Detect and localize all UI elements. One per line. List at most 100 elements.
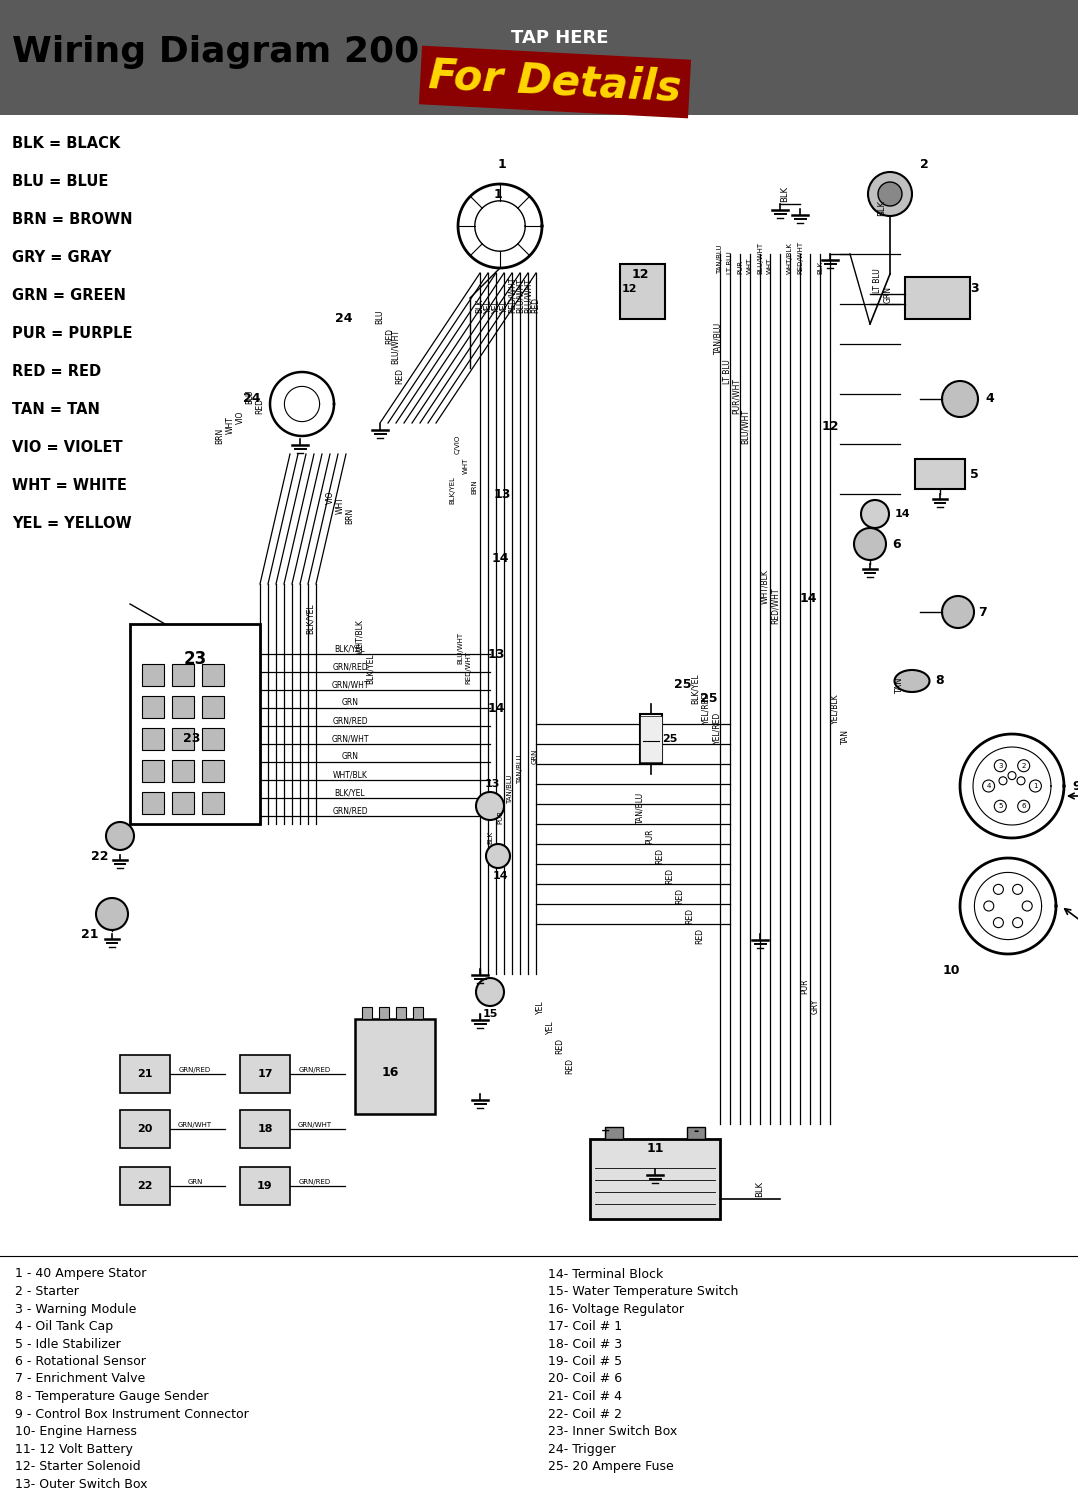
Text: 3: 3 (970, 283, 979, 295)
Text: WHT: WHT (768, 257, 773, 274)
Text: WHT: WHT (747, 257, 754, 274)
Text: BLK: BLK (877, 200, 886, 217)
Text: BRN: BRN (471, 480, 476, 493)
Text: 5 - Idle Stabilizer: 5 - Idle Stabilizer (15, 1337, 121, 1351)
Text: RED: RED (676, 887, 685, 904)
Text: 7 - Enrichment Valve: 7 - Enrichment Valve (15, 1373, 146, 1385)
Text: 2 - Starter: 2 - Starter (15, 1284, 79, 1298)
Text: BLK: BLK (475, 299, 484, 313)
Text: 2: 2 (1022, 763, 1026, 769)
Text: BLU/WHT: BLU/WHT (515, 278, 525, 313)
Text: YEL: YEL (545, 1020, 554, 1035)
Bar (379, 1008, 389, 1020)
Text: 21- Coil # 4: 21- Coil # 4 (548, 1390, 622, 1403)
Text: 18- Coil # 3: 18- Coil # 3 (548, 1337, 622, 1351)
Text: GRN/RED: GRN/RED (332, 662, 368, 671)
Bar (142, 760, 164, 782)
Text: RED/WHT: RED/WHT (465, 651, 471, 684)
Text: TAN: TAN (841, 729, 849, 744)
Bar (142, 793, 164, 814)
Text: RED: RED (386, 328, 395, 344)
Text: 1: 1 (494, 188, 502, 200)
Text: BRN: BRN (346, 508, 355, 523)
Text: 8: 8 (935, 674, 943, 687)
Text: TAN/BLU: TAN/BLU (636, 793, 645, 824)
Text: 16: 16 (382, 1065, 399, 1078)
Text: 1 - 40 Ampere Stator: 1 - 40 Ampere Stator (15, 1268, 147, 1280)
Text: 22: 22 (137, 1181, 153, 1191)
Text: TAN = TAN: TAN = TAN (12, 402, 100, 417)
Text: GRN/RED: GRN/RED (299, 1179, 331, 1185)
Text: 22- Coil # 2: 22- Coil # 2 (548, 1408, 622, 1420)
Bar (640, 716, 662, 763)
Text: RED = RED: RED = RED (12, 364, 101, 379)
Circle shape (942, 596, 975, 629)
Text: 18: 18 (258, 1123, 273, 1134)
Text: 14: 14 (799, 591, 817, 605)
Bar (120, 1110, 170, 1148)
Text: BLK/YEL: BLK/YEL (691, 674, 700, 704)
Bar (172, 663, 194, 686)
Text: BLK: BLK (780, 186, 789, 202)
Text: 20: 20 (137, 1123, 153, 1134)
Circle shape (861, 499, 889, 528)
Bar (0, 1256, 1078, 1504)
Text: 9 - Control Box Instrument Connector: 9 - Control Box Instrument Connector (15, 1408, 249, 1420)
Ellipse shape (895, 669, 929, 692)
Text: YEL: YEL (499, 299, 509, 313)
Text: 14: 14 (895, 508, 911, 519)
Text: 3 - Warning Module: 3 - Warning Module (15, 1302, 137, 1316)
Text: PUR/WHT: PUR/WHT (732, 378, 741, 414)
Text: RED: RED (255, 399, 264, 414)
Circle shape (983, 781, 995, 793)
Text: BLU/WHT: BLU/WHT (457, 632, 462, 663)
Text: 10- Engine Harness: 10- Engine Harness (15, 1424, 137, 1438)
Text: 20- Coil # 6: 20- Coil # 6 (548, 1373, 622, 1385)
Text: BLU/WHT: BLU/WHT (741, 409, 749, 444)
Text: WHT: WHT (335, 496, 345, 514)
Text: BLK/YEL: BLK/YEL (450, 475, 455, 504)
Bar (590, 1139, 720, 1220)
Circle shape (1017, 776, 1025, 785)
Text: TAP HERE: TAP HERE (511, 29, 609, 47)
Circle shape (476, 793, 505, 820)
Text: GRN/RED: GRN/RED (332, 716, 368, 725)
Bar (355, 1020, 436, 1114)
Text: RED: RED (665, 868, 675, 884)
Bar (172, 760, 194, 782)
Circle shape (1022, 901, 1033, 911)
Bar (915, 459, 965, 489)
Text: TAN/BLU: TAN/BLU (714, 322, 722, 353)
Text: BLK/YEL: BLK/YEL (305, 603, 315, 635)
Text: PUR = PURPLE: PUR = PURPLE (12, 325, 133, 340)
Text: 21: 21 (81, 928, 99, 940)
Circle shape (994, 884, 1004, 895)
Text: WHT/BLK: WHT/BLK (760, 569, 770, 605)
Text: BLU/WHT: BLU/WHT (524, 278, 533, 313)
Text: YEL/RED: YEL/RED (713, 711, 721, 744)
Text: 19- Coil # 5: 19- Coil # 5 (548, 1355, 622, 1369)
Text: WHT = WHITE: WHT = WHITE (12, 477, 127, 492)
Text: RED: RED (695, 928, 705, 945)
Bar (142, 728, 164, 750)
Text: 13: 13 (484, 779, 500, 790)
Text: TAN/BLU: TAN/BLU (507, 775, 513, 805)
Text: Wiring Diagram 200: Wiring Diagram 200 (12, 35, 419, 69)
Text: 14- Terminal Block: 14- Terminal Block (548, 1268, 663, 1280)
Text: YEL: YEL (484, 299, 493, 313)
Text: RED: RED (396, 368, 404, 384)
Text: For Details: For Details (428, 54, 682, 110)
Text: YEL/BLK: YEL/BLK (830, 693, 840, 723)
Circle shape (1029, 781, 1041, 793)
Text: RED: RED (686, 908, 694, 923)
Text: GRY = GRAY: GRY = GRAY (12, 250, 111, 265)
Circle shape (96, 898, 128, 929)
Bar (605, 1126, 623, 1139)
Text: VIO = VIOLET: VIO = VIOLET (12, 439, 123, 454)
Text: GRN/WHT: GRN/WHT (178, 1122, 212, 1128)
Text: 11- 12 Volt Battery: 11- 12 Volt Battery (15, 1442, 133, 1456)
Circle shape (942, 381, 978, 417)
Text: BLK: BLK (756, 1181, 764, 1197)
Text: 6: 6 (1022, 803, 1026, 809)
Text: 1899.top: 1899.top (429, 59, 625, 96)
